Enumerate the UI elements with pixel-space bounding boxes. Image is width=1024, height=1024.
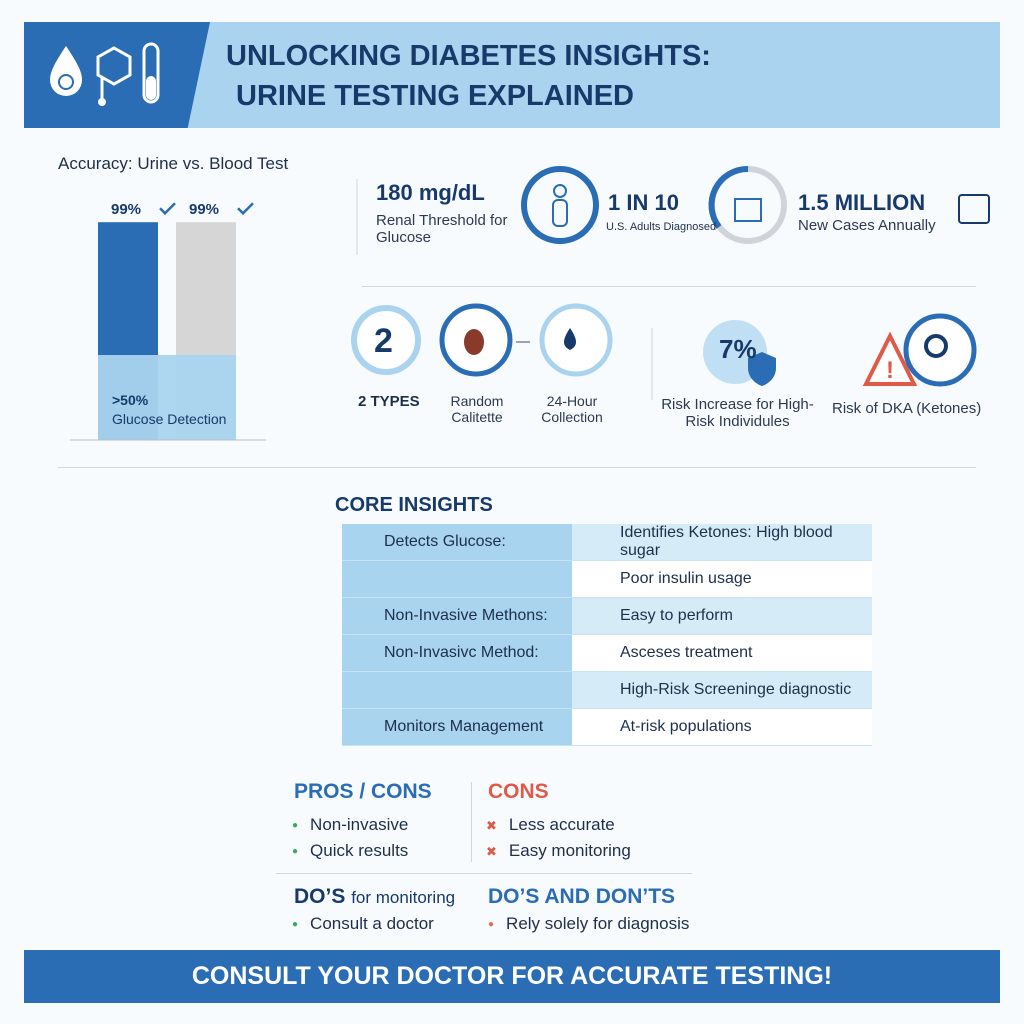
section-title: CORE INSIGHTS <box>335 494 493 516</box>
list-item: Non-invasive <box>292 815 408 835</box>
dos-suffix: for monitoring <box>351 888 456 907</box>
list-item: Less accurate <box>486 815 631 835</box>
insight-text: Poor insulin usage <box>620 570 752 587</box>
stat-label: U.S. Adults Diagnosed <box>606 221 717 233</box>
types-number: 2 <box>374 322 393 360</box>
divider <box>362 286 976 287</box>
types-icons: ! <box>351 303 977 400</box>
stat-icons <box>356 165 990 255</box>
list-item: Rely solely for diagnosis <box>488 914 689 934</box>
footer-banner: CONSULT YOUR DOCTOR FOR ACCURATE TESTING… <box>24 950 1000 1003</box>
insight-left <box>342 561 572 598</box>
risk-label: Risk Increase for High-Risk Individules <box>661 396 814 430</box>
insight-row: Non-Invasive Methons: Easy to perform <box>342 598 872 635</box>
insight-right: High-Risk Screeninge diagnostic <box>572 672 872 709</box>
insight-left: Non-Invasivc Method: <box>342 635 572 672</box>
check-icon <box>159 202 176 215</box>
insight-right: Asceses treatment <box>572 635 872 672</box>
insight-text: Non-Invasive Methons: <box>384 607 548 624</box>
insight-right: Easy to perform <box>572 598 872 635</box>
divider <box>471 782 472 862</box>
svg-text:!: ! <box>886 357 894 384</box>
insight-left: Non-Invasive Methons: <box>342 598 572 635</box>
section-title: PROS / CONS <box>294 780 432 803</box>
type-item: Random Calitette <box>450 393 504 425</box>
section-title: DO’S for monitoring <box>294 885 455 909</box>
insight-left: Detects Glucose: <box>342 524 572 561</box>
list-item: Consult a doctor <box>292 914 434 934</box>
insight-right: Identifies Ketones: High blood sugar <box>572 524 872 561</box>
stat-value: 180 mg/dL <box>376 180 485 205</box>
risk-value: 7% <box>719 334 757 364</box>
insight-row: High-Risk Screeninge diagnostic <box>342 672 872 709</box>
dos-title: DO’S <box>294 885 346 908</box>
insight-right: Poor insulin usage <box>572 561 872 598</box>
check-icon <box>237 202 254 215</box>
title-line-2: URINE TESTING EXPLAINED <box>236 80 634 112</box>
insight-text: Non-Invasivc Method: <box>384 644 539 661</box>
divider <box>58 467 976 468</box>
stat-label: New Cases Annually <box>798 217 936 234</box>
insight-text: Easy to perform <box>620 607 733 624</box>
donts-list: Rely solely for diagnosis <box>488 914 689 940</box>
insight-text: Identifies Ketones: High blood sugar <box>620 524 833 559</box>
value-label: 99% <box>111 201 141 218</box>
insight-text: Monitors Management <box>384 718 544 735</box>
type-item: 24-Hour Collection <box>541 393 603 425</box>
insight-row: Monitors Management At-risk populations <box>342 709 872 746</box>
risk-label: Risk of DKA (Ketones) <box>832 400 982 417</box>
section-title: CONS <box>488 780 549 803</box>
dos-list: Consult a doctor <box>292 914 434 940</box>
title-line-1: UNLOCKING DIABETES INSIGHTS: <box>226 40 711 72</box>
cons-list: Less accurate Easy monitoring <box>486 815 631 867</box>
list-item: Quick results <box>292 841 408 861</box>
header-icons <box>50 42 160 106</box>
types-label: 2 TYPES <box>358 393 420 410</box>
chart-title: Accuracy: Urine vs. Blood Test <box>58 154 289 173</box>
list-item: Easy monitoring <box>486 841 631 861</box>
insight-right: At-risk populations <box>572 709 872 746</box>
overlay-label: Glucose Detection <box>112 411 226 427</box>
insight-text: Asceses treatment <box>620 644 753 661</box>
value-label: 99% <box>189 201 219 218</box>
stat-value: 1.5 MILLION <box>798 190 926 215</box>
divider <box>276 873 692 874</box>
insight-left <box>342 672 572 709</box>
stat-value: 1 IN 10 <box>608 190 679 215</box>
insight-text: Detects Glucose: <box>384 533 506 550</box>
stat-label: Renal Threshold for Glucose <box>376 212 508 246</box>
section-title: DO’S AND DON’TS <box>488 885 676 908</box>
insight-row: Detects Glucose: Identifies Ketones: High… <box>342 524 872 561</box>
insight-row: Poor insulin usage <box>342 561 872 598</box>
insight-text: At-risk populations <box>620 718 752 735</box>
overlay-value: >50% <box>112 392 149 408</box>
insight-row: Non-Invasivc Method: Asceses treatment <box>342 635 872 672</box>
overlay-band <box>98 355 236 440</box>
insight-text: High-Risk Screeninge diagnostic <box>620 681 852 698</box>
pros-list: Non-invasive Quick results <box>292 815 408 867</box>
accuracy-chart: 99% 99% >50% Glucose Detection <box>70 201 266 441</box>
insight-left: Monitors Management <box>342 709 572 746</box>
